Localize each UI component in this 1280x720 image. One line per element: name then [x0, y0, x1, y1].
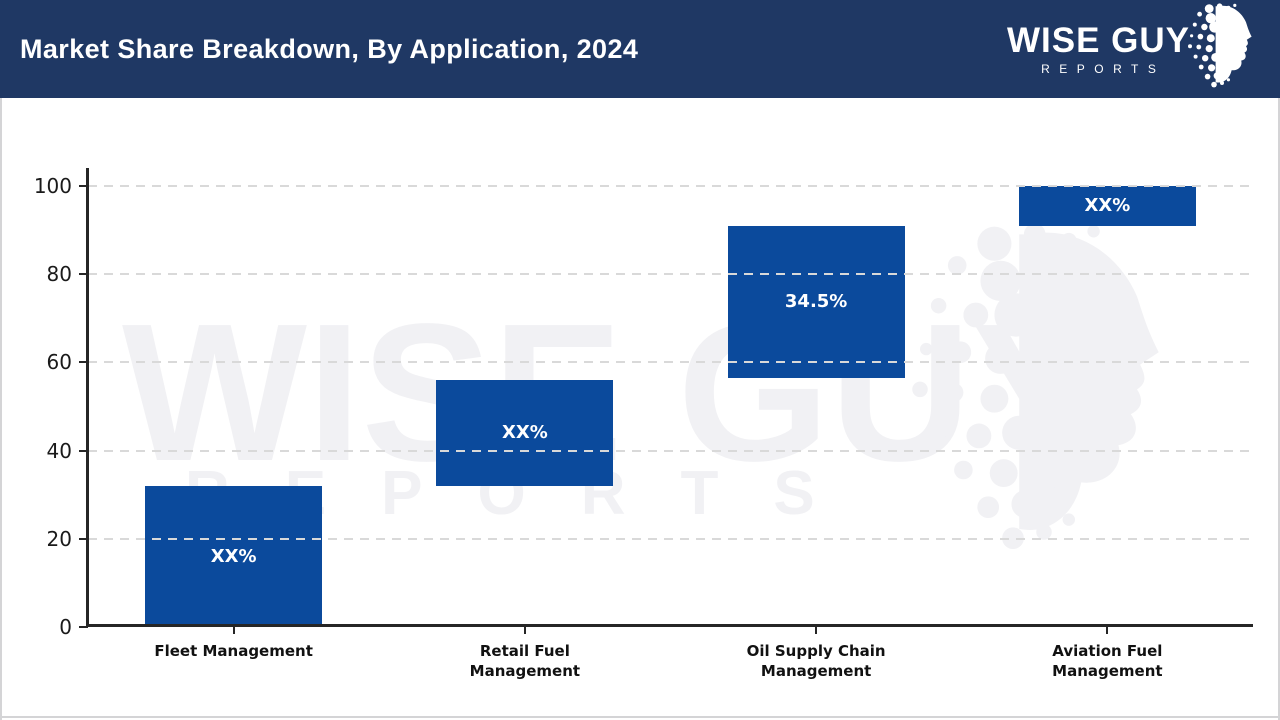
gridline-100	[88, 185, 1253, 187]
brand-name: WISE GUY	[1006, 20, 1190, 60]
brand-head-icon	[1188, 3, 1252, 88]
bar-fleet-management: XX%	[145, 485, 323, 627]
y-axis-label-40: 40	[46, 438, 72, 463]
bar-aviation-fuel-management: XX%	[1018, 186, 1196, 226]
bar-value-label: XX%	[210, 545, 257, 567]
y-axis-label-60: 60	[46, 350, 72, 375]
y-axis-line	[86, 168, 89, 627]
x-axis-tick-1	[523, 627, 526, 634]
y-axis-tick-0	[79, 626, 88, 628]
page-border-left	[0, 98, 2, 720]
gridline-20	[88, 537, 1253, 540]
y-axis-tick-20	[79, 537, 88, 540]
page-border-bottom	[0, 716, 1280, 718]
page-title: Market Share Breakdown, By Application, …	[20, 33, 639, 64]
x-axis-label-0: Fleet Management	[154, 642, 313, 660]
bar-value-label: XX%	[501, 422, 548, 444]
x-axis-label-2: Oil Supply Chain Management	[746, 642, 886, 680]
gridline-40	[88, 449, 1253, 452]
page-border-right	[1278, 98, 1280, 720]
x-axis-label-1: Retail Fuel Management	[469, 642, 581, 680]
y-axis-tick-100	[79, 185, 88, 187]
bar-oil-supply-chain-management: 34.5%	[727, 225, 905, 378]
brand-subtitle: REPORTS	[1041, 61, 1166, 76]
y-axis-label-0: 0	[59, 615, 72, 639]
brand-logo-text: WISE GUY REPORTS	[1007, 23, 1190, 76]
header: Market Share Breakdown, By Application, …	[0, 0, 1280, 98]
x-axis-line	[86, 624, 1253, 627]
gridline-60	[88, 361, 1253, 364]
y-axis-label-100: 100	[33, 174, 72, 198]
bar-value-label: 34.5%	[784, 291, 848, 313]
x-axis-label-3: Aviation Fuel Management	[1052, 642, 1163, 680]
x-axis-tick-2	[815, 627, 818, 634]
x-axis-tick-3	[1106, 627, 1109, 634]
y-axis-label-20: 20	[46, 526, 72, 551]
y-axis-tick-40	[79, 449, 88, 452]
bar-value-label: XX%	[1084, 195, 1131, 217]
bar-retail-fuel-management: XX%	[436, 380, 614, 486]
y-axis-tick-80	[79, 273, 88, 276]
gridline-80	[88, 273, 1253, 276]
brand-logo: WISE GUY REPORTS	[1007, 2, 1254, 96]
x-axis-tick-0	[232, 627, 235, 634]
y-axis-tick-60	[79, 361, 88, 364]
y-axis-label-80: 80	[46, 262, 72, 287]
